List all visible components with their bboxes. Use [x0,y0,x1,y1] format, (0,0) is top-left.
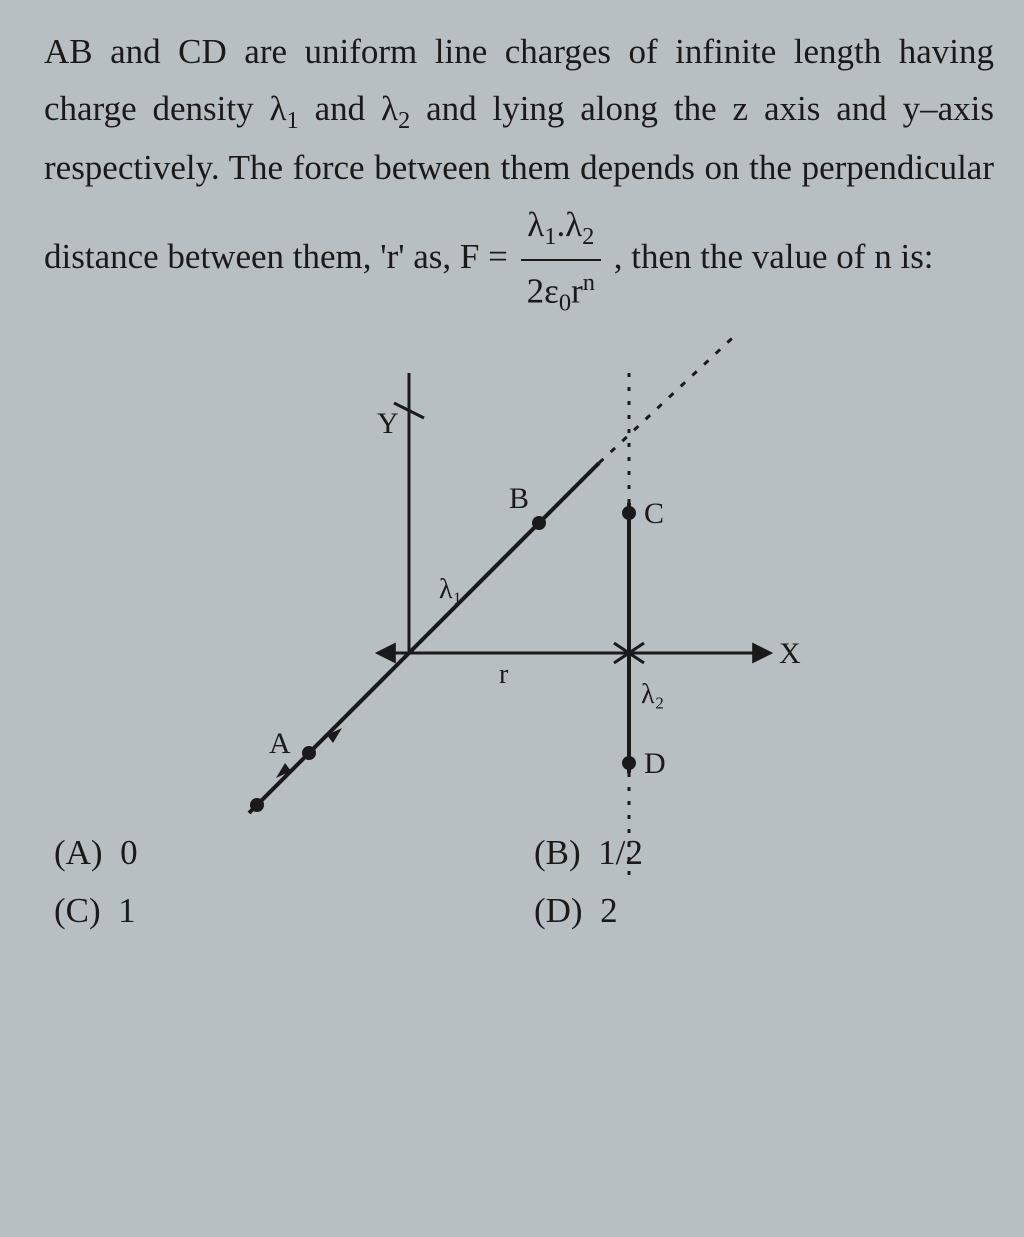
label-lambda2: λ₂ [641,679,664,710]
q-part4: , then the value of n is: [605,237,934,276]
option-C: (C) 1 [54,891,514,931]
question-text: AB and CD are uniform line charges of in… [44,24,994,323]
option-B: (B) 1/2 [534,833,994,873]
q-sub2: 2 [398,107,410,134]
q-sub1: 1 [286,107,298,134]
option-D-val: 2 [600,891,618,930]
label-C: C [644,497,664,530]
label-A: A [269,727,291,760]
option-A: (A) 0 [54,833,514,873]
option-D: (D) 2 [534,891,994,931]
diagram-container: Y X A B C D r λ₁ λ₂ [44,333,994,893]
fraction-denominator: 2ε0rn [521,261,601,323]
label-r: r [499,659,509,690]
option-D-tag: (D) [534,891,583,930]
option-B-tag: (B) [534,833,581,872]
option-A-val: 0 [120,833,138,872]
option-B-val: 1/2 [598,833,643,872]
label-D: D [644,747,666,780]
coordinate-diagram: Y X A B C D r λ₁ λ₂ [209,333,829,893]
force-fraction: λ1.λ2 2ε0rn [521,197,601,323]
option-C-tag: (C) [54,891,101,930]
label-Y: Y [377,407,399,440]
fraction-numerator: λ1.λ2 [521,197,601,261]
label-X: X [779,637,801,670]
option-C-val: 1 [118,891,136,930]
q-part2: and λ [299,89,398,128]
label-B: B [509,482,529,515]
option-A-tag: (A) [54,833,103,872]
label-lambda1: λ₁ [439,574,462,605]
